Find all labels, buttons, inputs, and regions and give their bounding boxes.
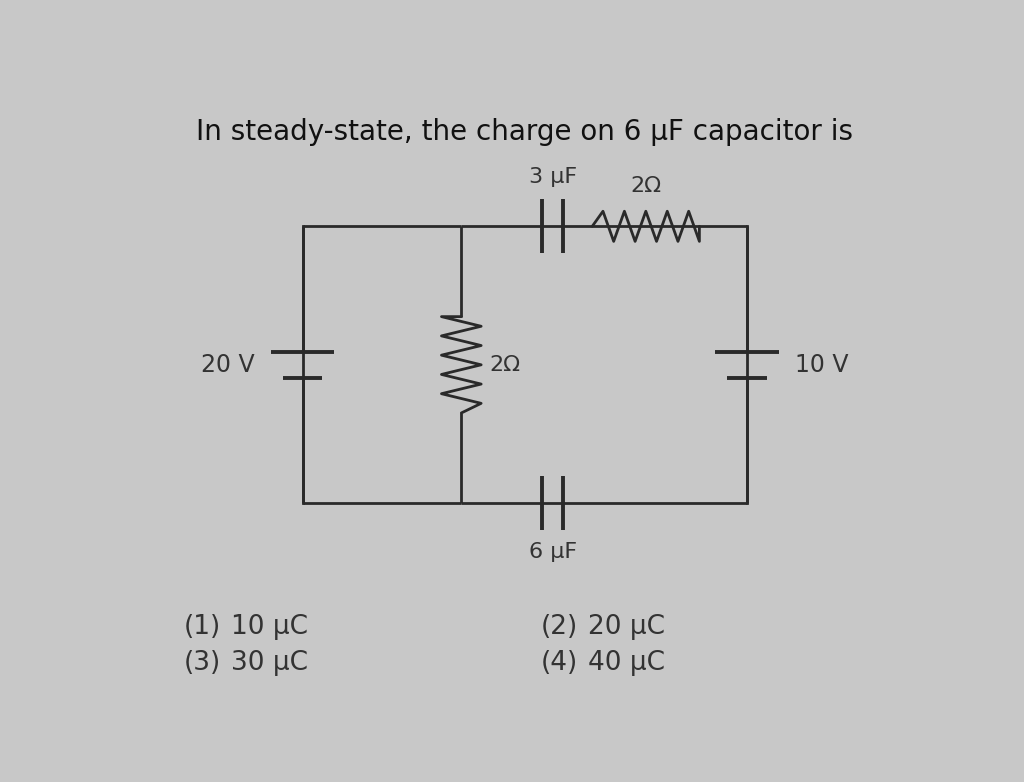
Text: 3 μF: 3 μF: [528, 167, 577, 187]
Text: In steady-state, the charge on 6 μF capacitor is: In steady-state, the charge on 6 μF capa…: [197, 118, 853, 146]
Text: (2): (2): [541, 614, 578, 640]
Text: 2Ω: 2Ω: [630, 176, 662, 196]
Text: (3): (3): [183, 650, 221, 676]
Text: 30 μC: 30 μC: [231, 650, 308, 676]
Text: 40 μC: 40 μC: [588, 650, 666, 676]
Text: (4): (4): [541, 650, 578, 676]
Text: 20 μC: 20 μC: [588, 614, 666, 640]
Text: 2Ω: 2Ω: [489, 355, 520, 375]
Text: 10 μC: 10 μC: [231, 614, 308, 640]
Text: 20 V: 20 V: [202, 353, 255, 377]
Text: 10 V: 10 V: [795, 353, 848, 377]
Text: (1): (1): [183, 614, 221, 640]
Text: 6 μF: 6 μF: [528, 543, 577, 562]
